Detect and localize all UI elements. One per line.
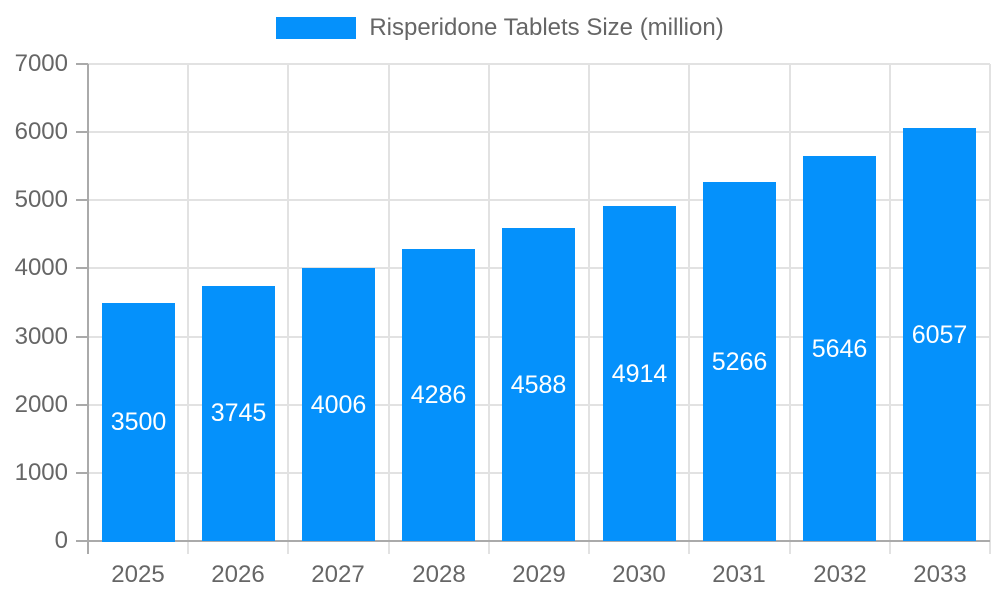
bar-value-label: 4006 <box>310 391 367 419</box>
x-axis-tick <box>588 541 590 554</box>
bar-2031[interactable] <box>703 182 776 541</box>
y-tick-label: 1000 <box>14 459 68 486</box>
legend-label: Risperidone Tablets Size (million) <box>369 14 724 41</box>
y-tick-label: 2000 <box>14 391 68 418</box>
x-tick-label: 2025 <box>111 561 165 588</box>
bar-value-label: 4286 <box>410 381 467 409</box>
y-axis-tick <box>76 63 88 65</box>
bar-value-label: 6057 <box>911 321 968 349</box>
y-tick-label: 7000 <box>14 50 68 77</box>
y-axis-tick <box>76 199 88 201</box>
gridline <box>88 199 990 201</box>
x-axis-tick <box>989 541 991 554</box>
y-axis-tick <box>76 267 88 269</box>
bar-value-label: 3500 <box>110 408 167 436</box>
x-axis-tick <box>889 541 891 554</box>
x-tick-label: 2028 <box>412 561 466 588</box>
x-axis-tick <box>488 541 490 554</box>
y-axis-line <box>87 64 89 541</box>
x-tick-label: 2030 <box>612 561 666 588</box>
gridline <box>88 63 990 65</box>
x-axis-tick <box>87 541 89 554</box>
x-axis-tick <box>789 541 791 554</box>
gridline <box>789 64 791 541</box>
bar-value-label: 4588 <box>510 371 567 399</box>
gridline <box>187 64 189 541</box>
bar-2029[interactable] <box>502 228 575 541</box>
x-tick-label: 2032 <box>813 561 867 588</box>
bar-2030[interactable] <box>603 206 676 541</box>
y-axis-tick <box>76 131 88 133</box>
bar-value-label: 5266 <box>711 348 768 376</box>
y-tick-label: 4000 <box>14 254 68 281</box>
gridline <box>488 64 490 541</box>
x-axis-tick <box>187 541 189 554</box>
x-tick-label: 2029 <box>512 561 566 588</box>
x-tick-label: 2033 <box>913 561 967 588</box>
x-axis-tick <box>287 541 289 554</box>
legend-swatch <box>276 17 357 39</box>
y-tick-label: 3000 <box>14 323 68 350</box>
x-axis-tick <box>388 541 390 554</box>
x-tick-label: 2026 <box>211 561 265 588</box>
gridline <box>287 64 289 541</box>
bar-2028[interactable] <box>402 249 475 541</box>
legend[interactable]: Risperidone Tablets Size (million) <box>0 14 1000 42</box>
gridline <box>588 64 590 541</box>
bar-2026[interactable] <box>202 286 275 541</box>
y-axis-tick <box>76 540 88 542</box>
y-axis-tick <box>76 336 88 338</box>
gridline <box>889 64 891 541</box>
y-tick-label: 5000 <box>14 186 68 213</box>
gridline <box>88 131 990 133</box>
gridline <box>688 64 690 541</box>
x-tick-label: 2027 <box>311 561 365 588</box>
x-axis-tick <box>688 541 690 554</box>
bar-2027[interactable] <box>302 268 375 541</box>
y-tick-label: 0 <box>54 527 68 554</box>
y-axis-tick <box>76 472 88 474</box>
x-tick-label: 2031 <box>712 561 766 588</box>
bar-2025[interactable] <box>102 303 175 542</box>
bar-2032[interactable] <box>803 156 876 541</box>
y-axis-tick <box>76 404 88 406</box>
bar-value-label: 3745 <box>210 399 267 427</box>
bar-value-label: 4914 <box>611 360 668 388</box>
gridline <box>388 64 390 541</box>
gridline <box>989 64 991 541</box>
bar-value-label: 5646 <box>811 335 868 363</box>
bar-2033[interactable] <box>903 128 976 541</box>
x-axis-line <box>88 540 990 542</box>
y-tick-label: 6000 <box>14 118 68 145</box>
